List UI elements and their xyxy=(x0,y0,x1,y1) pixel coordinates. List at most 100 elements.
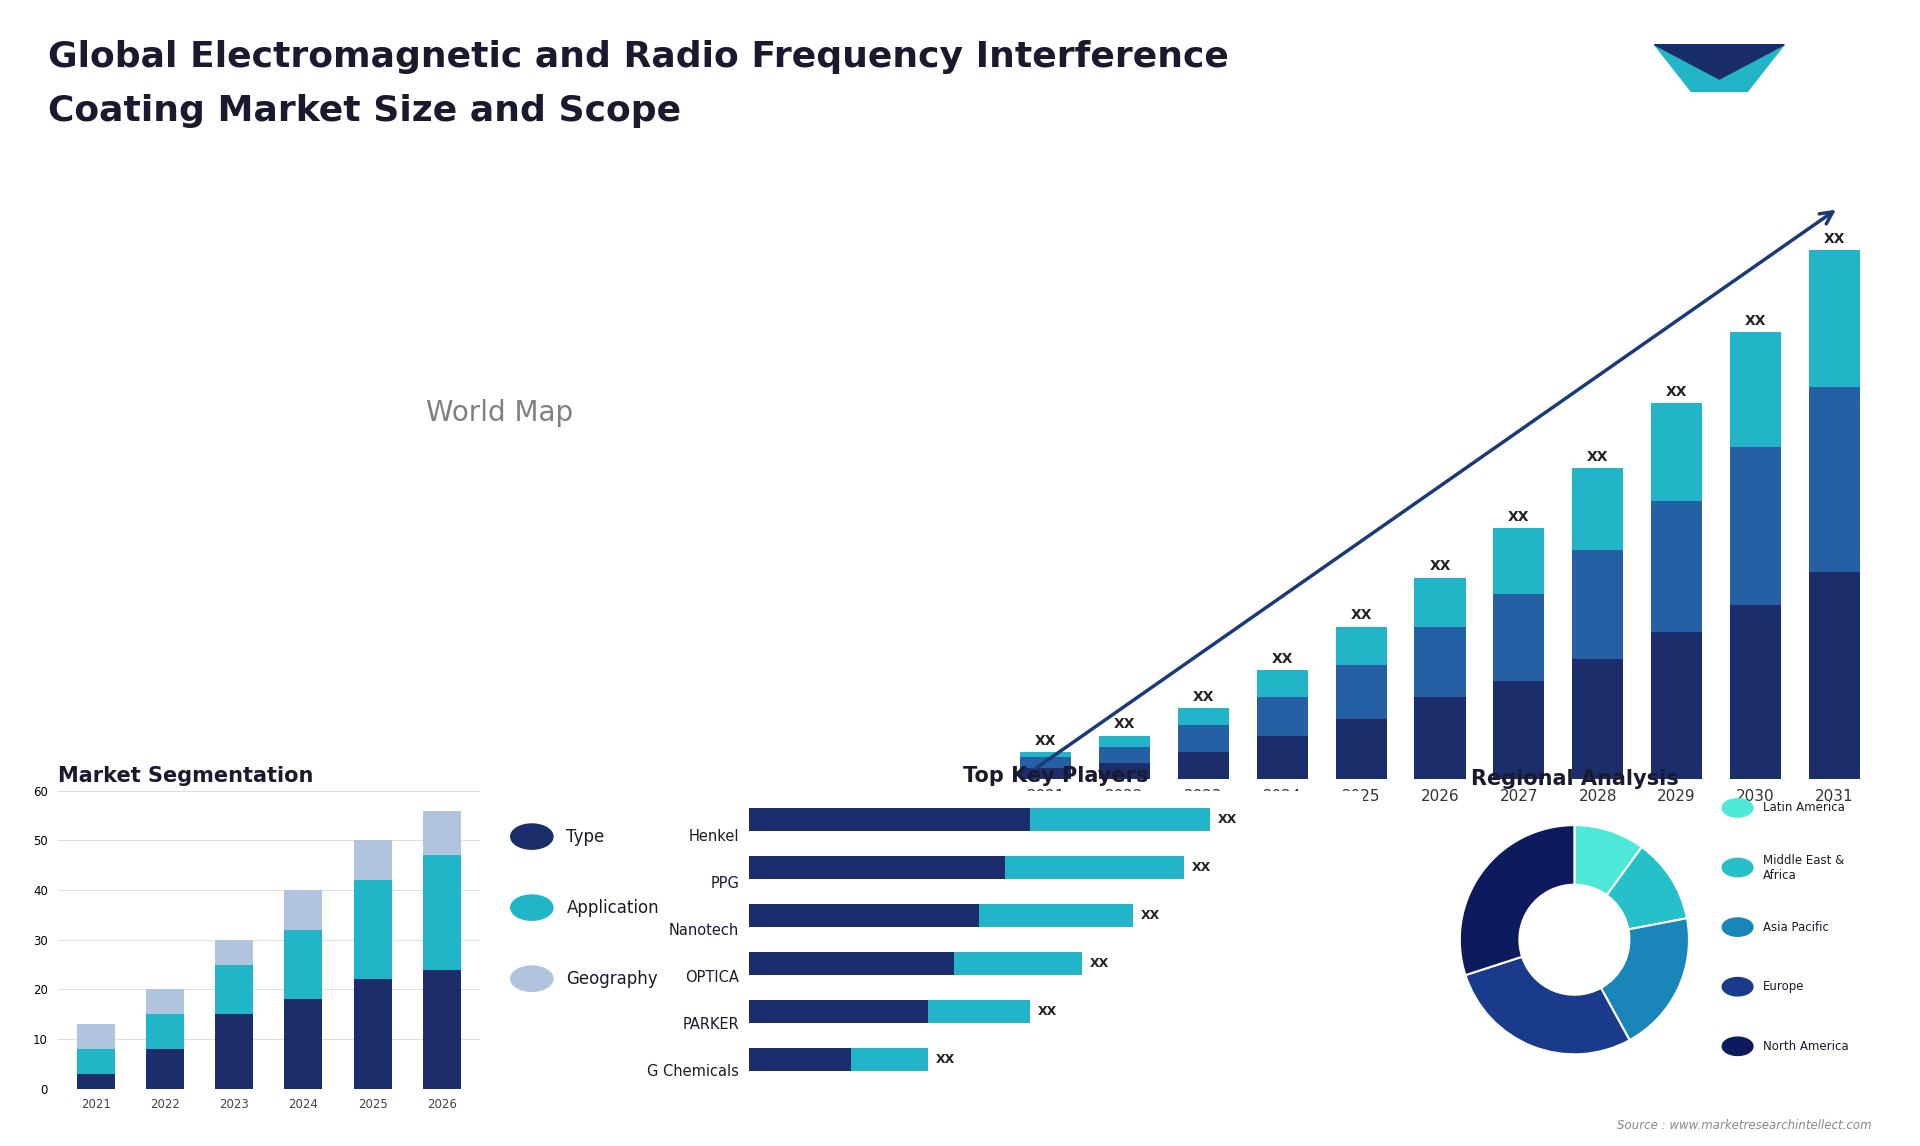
Bar xyxy=(1020,758,1071,768)
Text: OPTICA: OPTICA xyxy=(685,970,739,986)
Bar xyxy=(1336,665,1386,720)
Text: XX: XX xyxy=(1507,510,1530,524)
Bar xyxy=(1572,550,1622,659)
Text: Global Electromagnetic and Radio Frequency Interference: Global Electromagnetic and Radio Frequen… xyxy=(48,40,1229,74)
Bar xyxy=(422,855,461,970)
Bar xyxy=(77,1025,115,1049)
Bar xyxy=(851,1049,927,1072)
Text: XX: XX xyxy=(1745,314,1766,328)
Title: Regional Analysis: Regional Analysis xyxy=(1471,769,1678,790)
Wedge shape xyxy=(1465,957,1630,1054)
Bar xyxy=(422,810,461,855)
Bar xyxy=(1336,720,1386,779)
Text: Middle East &
Africa: Middle East & Africa xyxy=(1763,854,1843,881)
Text: Nanotech: Nanotech xyxy=(668,923,739,939)
Text: Latin America: Latin America xyxy=(1763,801,1845,815)
Bar xyxy=(1651,403,1703,501)
Text: North America: North America xyxy=(1763,1039,1849,1053)
Text: XX: XX xyxy=(1035,733,1056,747)
Bar xyxy=(284,999,323,1089)
Text: Europe: Europe xyxy=(1763,980,1805,994)
Bar xyxy=(1020,752,1071,758)
Text: MARKET: MARKET xyxy=(1811,47,1859,56)
Text: G Chemicals: G Chemicals xyxy=(647,1063,739,1080)
Bar xyxy=(1651,501,1703,633)
Bar xyxy=(146,1014,184,1049)
Bar xyxy=(1730,332,1782,447)
Bar xyxy=(353,840,392,880)
Bar xyxy=(1809,572,1860,779)
Bar xyxy=(1494,681,1544,779)
Bar xyxy=(1258,736,1308,779)
Bar xyxy=(1177,724,1229,752)
Text: XX: XX xyxy=(1667,385,1688,399)
Text: XX: XX xyxy=(1192,861,1212,874)
Text: XX: XX xyxy=(1192,690,1213,704)
Text: XX: XX xyxy=(935,1053,954,1067)
Bar xyxy=(1572,659,1622,779)
Bar xyxy=(1494,594,1544,681)
Text: XX: XX xyxy=(1140,909,1160,923)
Title: Top Key Players: Top Key Players xyxy=(964,767,1148,786)
Bar xyxy=(1098,746,1150,763)
Text: Coating Market Size and Scope: Coating Market Size and Scope xyxy=(48,94,682,128)
Bar xyxy=(1809,386,1860,572)
Text: XX: XX xyxy=(1271,652,1292,666)
Bar xyxy=(1415,578,1465,627)
Bar xyxy=(422,970,461,1089)
Text: Henkel: Henkel xyxy=(689,829,739,845)
Text: XX: XX xyxy=(1089,957,1108,971)
Text: XX: XX xyxy=(1217,813,1236,826)
Bar xyxy=(1031,808,1210,831)
Text: INTELLECT: INTELLECT xyxy=(1811,102,1872,111)
Wedge shape xyxy=(1574,825,1642,895)
Bar xyxy=(1336,627,1386,665)
Bar xyxy=(77,1074,115,1089)
Bar xyxy=(749,904,979,927)
Bar xyxy=(146,989,184,1014)
Bar xyxy=(927,1000,1031,1023)
Text: Application: Application xyxy=(566,898,659,917)
Wedge shape xyxy=(1459,825,1574,975)
Text: XX: XX xyxy=(1824,231,1845,246)
Wedge shape xyxy=(1601,918,1690,1041)
Bar xyxy=(979,904,1133,927)
Bar xyxy=(284,890,323,929)
Text: Asia Pacific: Asia Pacific xyxy=(1763,920,1828,934)
Text: PARKER: PARKER xyxy=(682,1017,739,1033)
Text: XX: XX xyxy=(1588,450,1609,464)
Bar xyxy=(954,952,1081,975)
Wedge shape xyxy=(1607,847,1688,929)
Bar xyxy=(1004,856,1185,879)
Bar xyxy=(749,808,1031,831)
Bar xyxy=(1809,250,1860,386)
Polygon shape xyxy=(1655,45,1784,79)
Bar xyxy=(749,1049,851,1072)
Text: XX: XX xyxy=(1039,1005,1058,1019)
Bar xyxy=(146,1049,184,1089)
Bar xyxy=(1258,698,1308,736)
Text: Market Segmentation: Market Segmentation xyxy=(58,767,313,786)
Bar xyxy=(215,1014,253,1089)
Bar xyxy=(1098,736,1150,746)
Bar xyxy=(1415,627,1465,698)
Text: Geography: Geography xyxy=(566,970,659,988)
Text: World Map: World Map xyxy=(426,399,572,426)
Text: RESEARCH: RESEARCH xyxy=(1811,74,1872,84)
Bar xyxy=(215,940,253,965)
Text: Source : www.marketresearchintellect.com: Source : www.marketresearchintellect.com xyxy=(1617,1120,1872,1132)
Text: XX: XX xyxy=(1350,609,1373,622)
Bar xyxy=(1177,708,1229,724)
Text: XX: XX xyxy=(1428,559,1452,573)
Bar xyxy=(749,856,1004,879)
Text: XX: XX xyxy=(1114,717,1135,731)
Bar xyxy=(749,952,954,975)
Bar xyxy=(1730,605,1782,779)
Bar xyxy=(1730,447,1782,605)
Bar xyxy=(215,965,253,1014)
Bar xyxy=(77,1049,115,1074)
Bar xyxy=(353,980,392,1089)
Bar xyxy=(1651,633,1703,779)
Polygon shape xyxy=(1655,45,1784,127)
Bar xyxy=(1258,670,1308,698)
